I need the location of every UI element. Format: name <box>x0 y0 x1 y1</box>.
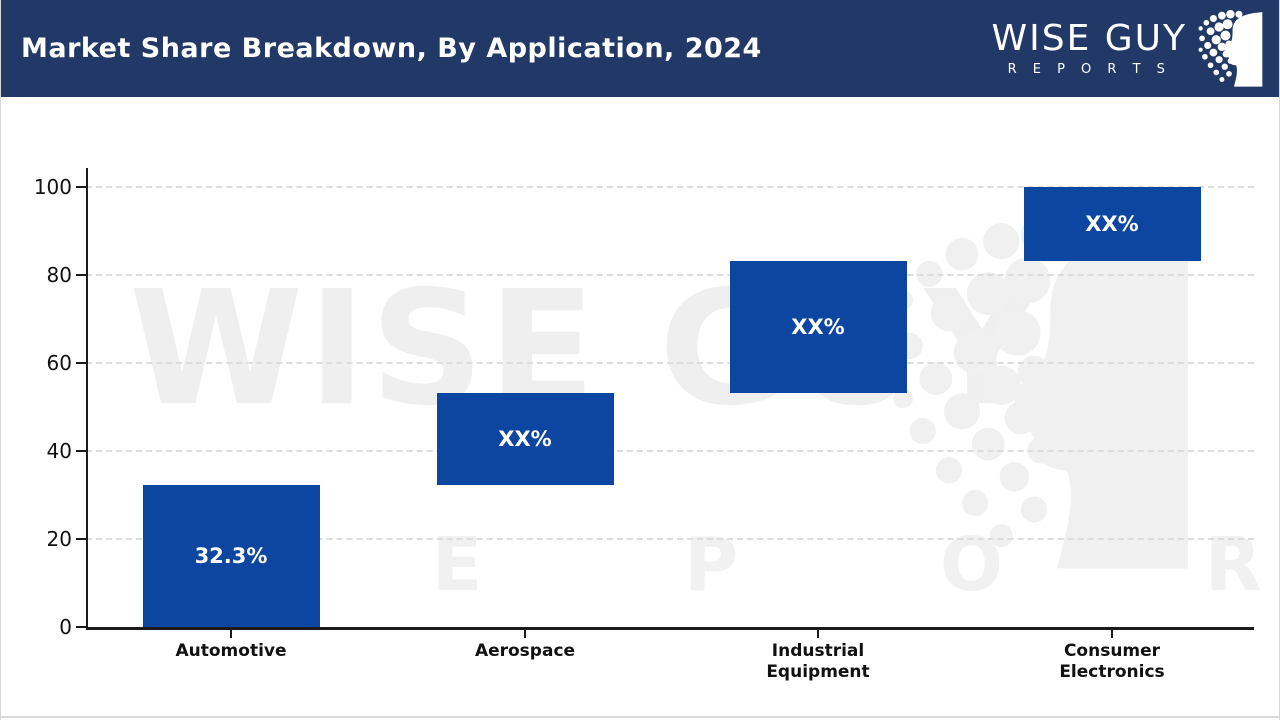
y-gridline <box>86 538 1254 540</box>
y-tick-mark <box>76 274 86 276</box>
x-tick-mark <box>817 630 819 638</box>
bar: 32.3% <box>142 484 320 627</box>
y-tick-label: 20 <box>46 527 72 551</box>
y-tick-label: 80 <box>46 263 72 287</box>
bar: XX% <box>729 260 907 393</box>
brand-logo: WISE GUY R E P O R T S <box>991 9 1266 88</box>
brand-wordmark-line2: R E P O R T S <box>1007 62 1171 77</box>
y-tick-label: 40 <box>46 439 72 463</box>
header-bar: Market Share Breakdown, By Application, … <box>1 0 1279 97</box>
y-tick-label: 60 <box>46 351 72 375</box>
bar-value-label: XX% <box>791 314 845 339</box>
y-tick-label: 0 <box>59 615 72 639</box>
y-gridline <box>86 186 1254 188</box>
x-category-label: Consumer Electronics <box>1059 641 1165 683</box>
bar: XX% <box>436 392 614 485</box>
y-tick-mark <box>76 538 86 540</box>
brand-wordmark: WISE GUY R E P O R T S <box>991 18 1188 77</box>
y-tick-mark <box>76 362 86 364</box>
y-gridline <box>86 274 1254 276</box>
bar: XX% <box>1023 187 1201 261</box>
y-tick-label: 100 <box>33 175 72 199</box>
bar-value-label: XX% <box>498 426 552 451</box>
wiseguy-head-icon <box>1198 9 1263 87</box>
watermark-head-icon <box>893 215 1188 569</box>
y-tick-mark <box>76 450 86 452</box>
x-category-label: Aerospace <box>474 641 576 661</box>
y-gridline <box>86 362 1254 364</box>
y-gridline <box>86 450 1254 452</box>
x-tick-mark <box>230 630 232 638</box>
x-category-label: Industrial Equipment <box>766 641 870 683</box>
bar-value-label: 32.3% <box>194 543 268 568</box>
y-tick-mark <box>76 626 86 628</box>
y-tick-mark <box>76 186 86 188</box>
bottom-rule <box>1 716 1279 718</box>
x-category-label: Automotive <box>175 641 287 661</box>
y-axis-line <box>86 168 88 630</box>
brand-wordmark-line1: WISE GUY <box>991 18 1187 59</box>
page-title: Market Share Breakdown, By Application, … <box>21 33 762 64</box>
x-axis-line <box>86 627 1254 630</box>
x-tick-mark <box>524 630 526 638</box>
x-tick-mark <box>1111 630 1113 638</box>
chart-area: WISE GUY R E P O R T S 02040608010032.3%… <box>1 97 1279 720</box>
bar-value-label: XX% <box>1085 211 1139 236</box>
